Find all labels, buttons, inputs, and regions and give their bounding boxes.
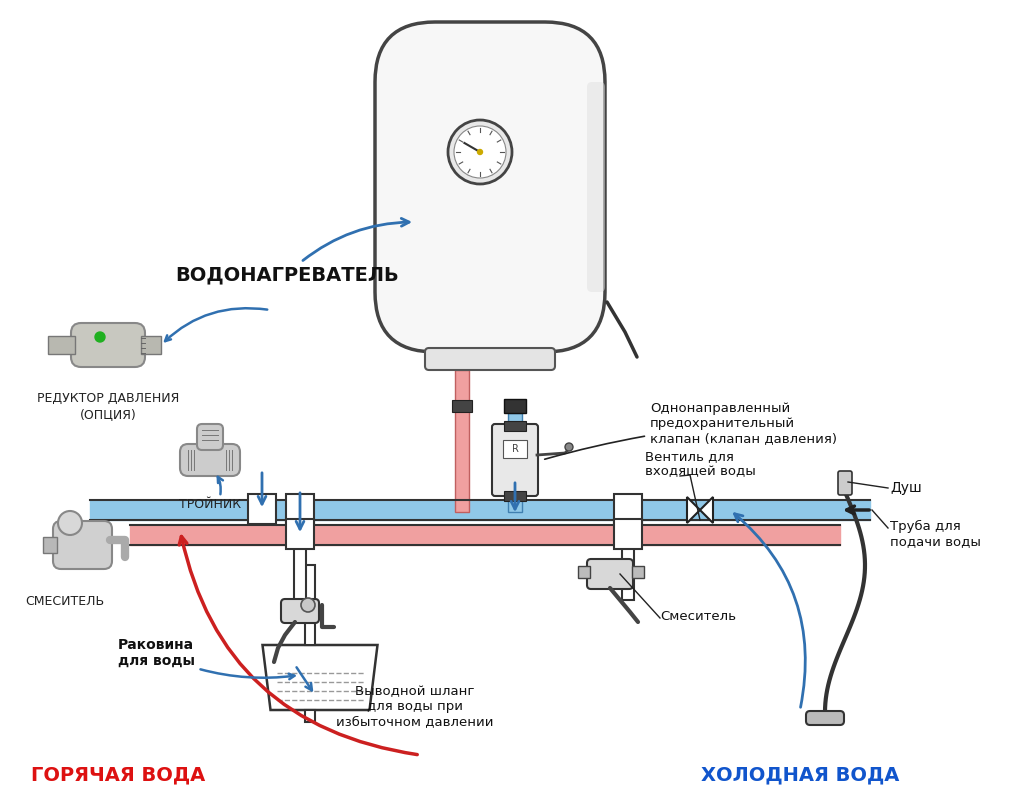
Bar	[614, 494, 642, 524]
Bar	[43, 537, 57, 553]
Bar	[504, 491, 526, 501]
FancyBboxPatch shape	[838, 471, 852, 495]
Bar	[632, 566, 644, 578]
Bar	[305, 710, 315, 722]
Bar	[130, 525, 840, 545]
Bar	[621, 520, 635, 525]
FancyBboxPatch shape	[806, 711, 844, 725]
FancyBboxPatch shape	[281, 599, 319, 623]
Circle shape	[454, 126, 506, 178]
Text: R: R	[512, 444, 518, 454]
Bar	[90, 500, 870, 520]
FancyBboxPatch shape	[425, 348, 555, 370]
Text: СМЕСИТЕЛЬ: СМЕСИТЕЛЬ	[26, 595, 104, 608]
Text: Смеситель: Смеситель	[660, 610, 736, 623]
FancyBboxPatch shape	[587, 82, 605, 292]
Polygon shape	[700, 497, 713, 523]
Bar	[504, 421, 526, 431]
Polygon shape	[687, 497, 700, 523]
Text: Раковина
для воды: Раковина для воды	[118, 638, 295, 680]
Bar	[286, 494, 314, 524]
Bar	[294, 545, 306, 605]
Circle shape	[58, 511, 82, 535]
Text: Однонаправленный
предохранительный
клапан (клапан давления): Однонаправленный предохранительный клапа…	[545, 402, 837, 459]
Text: ГОРЯЧАЯ ВОДА: ГОРЯЧАЯ ВОДА	[31, 765, 205, 785]
Bar	[452, 400, 472, 412]
Bar	[504, 399, 526, 413]
Text: Вентиль для
входящей воды: Вентиль для входящей воды	[645, 450, 756, 478]
Text: ТРОЙНИК: ТРОЙНИК	[179, 498, 241, 511]
Text: ХОЛОДНАЯ ВОДА: ХОЛОДНАЯ ВОДА	[700, 765, 899, 785]
Bar	[578, 566, 590, 578]
Polygon shape	[262, 645, 378, 710]
Bar	[614, 519, 642, 549]
Circle shape	[95, 332, 105, 342]
FancyBboxPatch shape	[53, 521, 112, 569]
Bar	[48, 336, 75, 354]
FancyBboxPatch shape	[587, 559, 633, 589]
FancyBboxPatch shape	[492, 424, 538, 496]
FancyBboxPatch shape	[71, 323, 145, 367]
FancyBboxPatch shape	[180, 444, 240, 476]
Text: Труба для
подачи воды: Труба для подачи воды	[890, 520, 981, 548]
Text: Душ: Душ	[890, 481, 922, 495]
Bar	[293, 520, 307, 525]
Bar	[503, 440, 527, 458]
Circle shape	[449, 120, 512, 184]
Circle shape	[565, 443, 573, 451]
Text: ВОДОНАГРЕВАТЕЛЬ: ВОДОНАГРЕВАТЕЛЬ	[175, 219, 410, 284]
Bar	[286, 519, 314, 549]
Text: Выводной шланг
для воды при
избыточном давлении: Выводной шланг для воды при избыточном д…	[336, 685, 494, 728]
Bar	[141, 336, 161, 354]
Text: РЕДУКТОР ДАВЛЕНИЯ
(ОПЦИЯ): РЕДУКТОР ДАВЛЕНИЯ (ОПЦИЯ)	[37, 392, 179, 421]
Bar	[622, 545, 634, 600]
Bar	[508, 413, 522, 512]
Bar	[455, 370, 469, 512]
Circle shape	[477, 150, 482, 155]
Bar	[305, 565, 315, 645]
Circle shape	[301, 598, 315, 612]
FancyBboxPatch shape	[375, 22, 605, 352]
Bar	[248, 494, 276, 524]
FancyBboxPatch shape	[197, 424, 223, 450]
